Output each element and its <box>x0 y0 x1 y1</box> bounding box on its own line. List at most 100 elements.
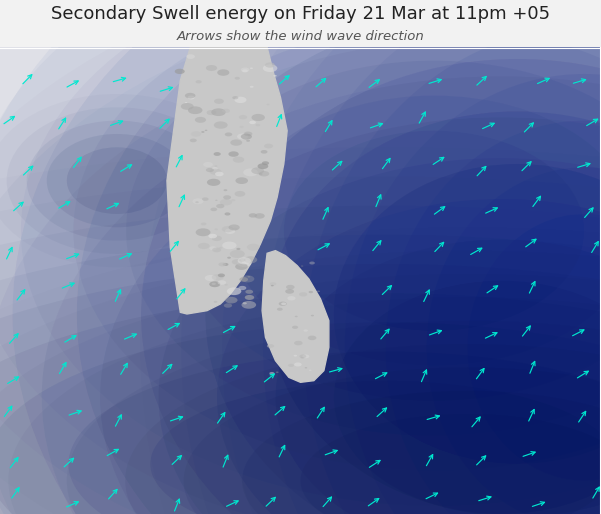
Ellipse shape <box>251 168 264 174</box>
Ellipse shape <box>224 284 228 286</box>
Ellipse shape <box>254 213 265 218</box>
Ellipse shape <box>211 108 226 116</box>
Ellipse shape <box>299 292 307 297</box>
Ellipse shape <box>308 336 316 340</box>
Ellipse shape <box>269 372 275 375</box>
Ellipse shape <box>0 293 601 514</box>
Ellipse shape <box>244 132 252 136</box>
Ellipse shape <box>222 108 230 113</box>
Ellipse shape <box>265 62 275 68</box>
Ellipse shape <box>230 250 245 258</box>
Ellipse shape <box>47 134 187 227</box>
Ellipse shape <box>258 173 263 175</box>
Ellipse shape <box>209 281 221 287</box>
Ellipse shape <box>261 150 267 154</box>
Ellipse shape <box>309 370 311 371</box>
Ellipse shape <box>317 290 320 292</box>
Ellipse shape <box>218 273 225 277</box>
Ellipse shape <box>222 226 234 232</box>
Ellipse shape <box>251 114 265 121</box>
Ellipse shape <box>233 157 244 163</box>
Ellipse shape <box>206 59 601 514</box>
Ellipse shape <box>309 291 313 293</box>
Ellipse shape <box>243 169 258 176</box>
Ellipse shape <box>301 265 304 267</box>
Ellipse shape <box>239 277 248 282</box>
Ellipse shape <box>233 228 238 230</box>
Ellipse shape <box>300 357 304 359</box>
Ellipse shape <box>212 274 224 281</box>
Ellipse shape <box>100 117 601 514</box>
Ellipse shape <box>304 329 308 332</box>
Ellipse shape <box>214 121 228 128</box>
Ellipse shape <box>205 130 207 131</box>
Ellipse shape <box>206 168 214 172</box>
Ellipse shape <box>300 414 601 514</box>
Ellipse shape <box>250 67 253 69</box>
Ellipse shape <box>242 391 601 514</box>
Ellipse shape <box>216 204 224 208</box>
Ellipse shape <box>201 223 207 226</box>
Ellipse shape <box>225 229 235 234</box>
Ellipse shape <box>150 381 601 514</box>
Ellipse shape <box>237 260 251 267</box>
Ellipse shape <box>271 285 273 286</box>
Ellipse shape <box>198 243 210 249</box>
Ellipse shape <box>218 280 226 285</box>
Ellipse shape <box>239 126 244 128</box>
Ellipse shape <box>212 235 222 241</box>
Ellipse shape <box>13 0 601 514</box>
Ellipse shape <box>286 285 294 289</box>
Ellipse shape <box>228 151 239 157</box>
Ellipse shape <box>203 162 213 167</box>
Ellipse shape <box>241 134 252 140</box>
Ellipse shape <box>234 191 245 197</box>
Ellipse shape <box>264 143 273 149</box>
Ellipse shape <box>195 117 206 123</box>
Ellipse shape <box>214 99 224 104</box>
Ellipse shape <box>227 287 242 295</box>
Ellipse shape <box>242 69 248 72</box>
Ellipse shape <box>205 275 216 281</box>
Ellipse shape <box>214 301 218 303</box>
Ellipse shape <box>237 134 248 139</box>
Ellipse shape <box>334 164 601 464</box>
Ellipse shape <box>196 228 210 236</box>
Ellipse shape <box>212 167 218 170</box>
Ellipse shape <box>249 121 256 124</box>
Ellipse shape <box>287 296 296 301</box>
Ellipse shape <box>225 212 230 215</box>
Ellipse shape <box>345 74 601 514</box>
Ellipse shape <box>207 179 221 186</box>
Ellipse shape <box>191 131 201 137</box>
Ellipse shape <box>386 121 601 514</box>
Ellipse shape <box>257 163 268 169</box>
Ellipse shape <box>239 115 247 119</box>
Ellipse shape <box>255 124 260 126</box>
Ellipse shape <box>185 102 188 103</box>
Ellipse shape <box>270 112 601 514</box>
Ellipse shape <box>209 246 217 250</box>
Ellipse shape <box>239 286 246 290</box>
Ellipse shape <box>279 302 287 306</box>
Ellipse shape <box>284 131 584 331</box>
Ellipse shape <box>237 257 251 264</box>
Ellipse shape <box>266 104 269 105</box>
Ellipse shape <box>245 295 254 300</box>
Ellipse shape <box>201 131 204 133</box>
Ellipse shape <box>188 96 195 99</box>
Ellipse shape <box>223 263 228 266</box>
Ellipse shape <box>192 198 204 204</box>
Ellipse shape <box>228 225 240 230</box>
Ellipse shape <box>242 301 256 309</box>
Ellipse shape <box>230 139 242 146</box>
Ellipse shape <box>207 110 216 115</box>
Ellipse shape <box>231 96 601 365</box>
Ellipse shape <box>227 256 231 259</box>
Ellipse shape <box>206 65 217 71</box>
Ellipse shape <box>248 276 251 278</box>
Ellipse shape <box>209 234 217 238</box>
Ellipse shape <box>267 344 274 348</box>
Ellipse shape <box>244 256 257 263</box>
Ellipse shape <box>281 302 286 305</box>
